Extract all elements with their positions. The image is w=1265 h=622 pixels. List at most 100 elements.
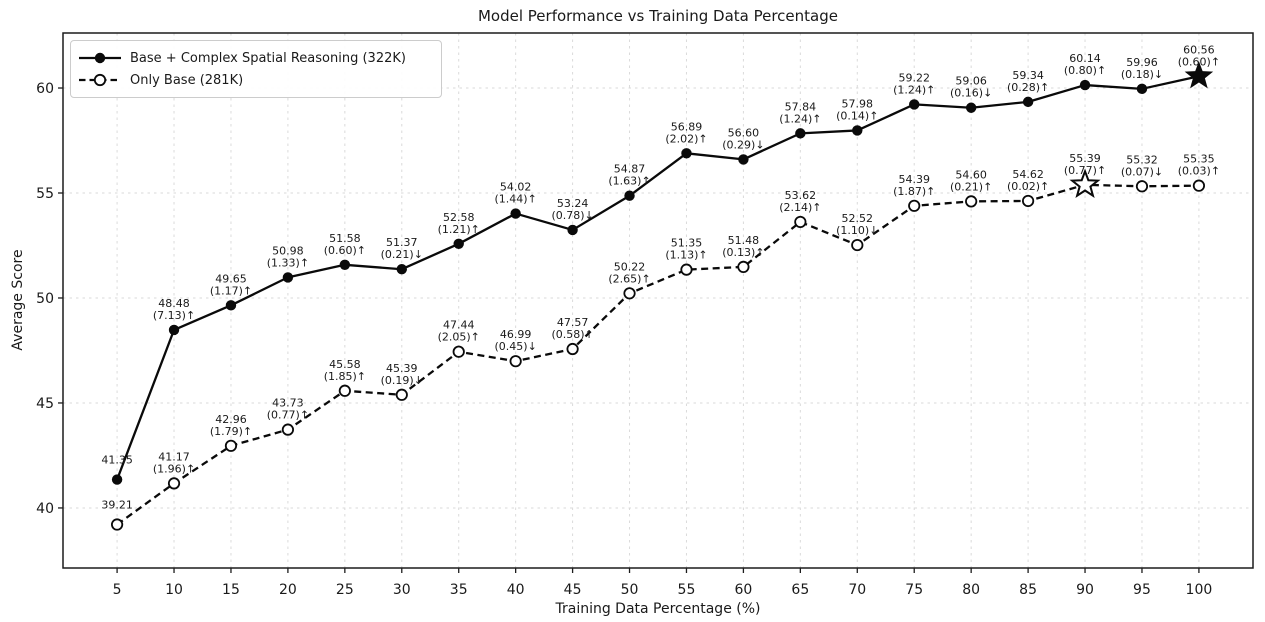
x-tick-label: 90 [1076, 582, 1094, 598]
point-value-label: 52.58 [443, 211, 475, 224]
data-point-marker [282, 272, 294, 283]
point-delta-label: (1.24)↑ [893, 83, 935, 96]
point-delta-label: (1.17)↑ [210, 284, 252, 297]
point-value-label: 39.21 [101, 499, 133, 512]
data-point-marker [794, 215, 807, 229]
point-delta-label: (1.10)↓ [836, 224, 878, 237]
point-delta-label: (0.29)↓ [722, 138, 764, 151]
point-value-label: 51.37 [386, 236, 418, 249]
data-point-marker [567, 224, 578, 236]
data-point-marker [795, 128, 806, 139]
x-tick-label: 45 [564, 582, 582, 598]
data-point-marker [1022, 96, 1034, 108]
point-delta-label: (1.44)↑ [495, 193, 537, 206]
x-tick-label: 85 [1019, 582, 1037, 598]
y-tick-label: 45 [36, 396, 54, 412]
data-point-marker [338, 384, 351, 397]
x-tick-label: 5 [113, 582, 122, 598]
series-line-solid [116, 75, 1200, 481]
data-point-marker [1136, 83, 1148, 95]
data-point-marker [737, 260, 750, 274]
x-axis-label: Training Data Percentage (%) [555, 601, 761, 617]
point-value-label: 59.06 [955, 75, 987, 88]
point-delta-label: (0.58)↑ [551, 328, 593, 341]
point-delta-label: (0.07)↓ [1121, 165, 1163, 178]
point-delta-label: (1.33)↑ [267, 256, 309, 269]
y-tick-label: 60 [36, 81, 54, 97]
data-point-marker [395, 388, 408, 401]
x-tick-label: 80 [962, 582, 980, 598]
point-delta-label: (0.14)↑ [836, 109, 878, 122]
legend-item-base-complex: Base + Complex Spatial Reasoning (322K) [77, 47, 433, 69]
series-line-dashed [116, 183, 1199, 526]
point-delta-label: (0.28)↑ [1007, 81, 1049, 94]
data-point-marker [1192, 179, 1206, 192]
legend: Base + Complex Spatial Reasoning (322K) … [70, 40, 442, 98]
data-point-marker [681, 148, 692, 159]
point-value-label: 60.14 [1069, 52, 1101, 65]
point-value-label: 54.87 [614, 163, 646, 176]
point-delta-label: (0.60)↑ [324, 244, 366, 257]
point-value-label: 59.34 [1012, 69, 1044, 82]
data-point-marker [281, 423, 295, 436]
point-value-label: 46.99 [500, 328, 532, 341]
point-value-label: 56.60 [728, 126, 760, 139]
point-delta-label: (1.24)↑ [779, 112, 821, 125]
data-point-marker [852, 125, 863, 136]
data-point-marker [509, 355, 522, 368]
data-point-marker [225, 300, 237, 311]
x-tick-label: 75 [905, 582, 923, 598]
data-point-marker [1135, 180, 1149, 193]
point-delta-label: (2.14)↑ [779, 201, 821, 214]
x-tick-label: 65 [791, 582, 809, 598]
point-delta-label: (1.21)↑ [438, 223, 480, 236]
point-value-label: 41.35 [101, 454, 133, 467]
x-tick-label: 55 [678, 582, 696, 598]
data-point-marker [111, 474, 123, 485]
point-value-label: 51.58 [329, 232, 361, 245]
data-point-marker [851, 238, 864, 252]
x-tick-label: 20 [279, 582, 297, 598]
point-value-label: 47.57 [557, 316, 589, 329]
point-delta-label: (1.79)↑ [210, 425, 252, 438]
point-value-label: 41.17 [158, 450, 190, 463]
point-delta-label: (1.87)↑ [893, 185, 935, 198]
point-value-label: 49.65 [215, 272, 247, 285]
data-point-marker [566, 342, 579, 356]
point-value-label: 53.24 [557, 197, 589, 210]
data-point-marker [623, 287, 636, 300]
x-tick-label: 40 [507, 582, 525, 598]
point-delta-label: (0.03)↑ [1178, 165, 1220, 178]
data-point-marker [168, 324, 180, 336]
point-delta-label: (0.18)↓ [1121, 68, 1163, 81]
data-point-marker [1021, 194, 1035, 208]
point-delta-label: (2.02)↑ [665, 132, 707, 145]
point-delta-label: (1.96)↑ [153, 462, 195, 475]
point-delta-label: (0.60)↑ [1178, 55, 1220, 68]
point-value-label: 48.48 [158, 297, 190, 310]
point-value-label: 51.35 [671, 237, 703, 250]
point-delta-label: (2.05)↑ [438, 331, 480, 344]
legend-label-only-base: Only Base (281K) [130, 72, 244, 88]
data-point-marker [909, 99, 920, 110]
point-value-label: 54.60 [955, 168, 987, 181]
data-point-marker [965, 195, 978, 208]
point-value-label: 45.39 [386, 362, 418, 375]
point-delta-label: (2.65)↑ [608, 272, 650, 285]
point-delta-label: (1.85)↑ [324, 370, 366, 383]
point-value-label: 50.22 [614, 260, 646, 273]
data-point-marker [224, 439, 238, 452]
x-tick-label: 70 [848, 582, 866, 598]
point-value-label: 55.35 [1183, 153, 1215, 166]
point-delta-label: (0.45)↓ [495, 340, 537, 353]
x-tick-label: 100 [1186, 582, 1213, 598]
point-value-label: 47.44 [443, 319, 475, 332]
point-delta-label: (1.13)↑ [665, 249, 707, 262]
data-point-marker [167, 477, 181, 490]
point-delta-label: (0.16)↓ [950, 87, 992, 100]
point-value-label: 52.52 [842, 212, 874, 225]
data-point-marker [908, 199, 921, 212]
point-value-label: 57.98 [842, 97, 874, 110]
x-tick-label: 25 [336, 582, 354, 598]
point-value-label: 54.39 [898, 173, 930, 186]
